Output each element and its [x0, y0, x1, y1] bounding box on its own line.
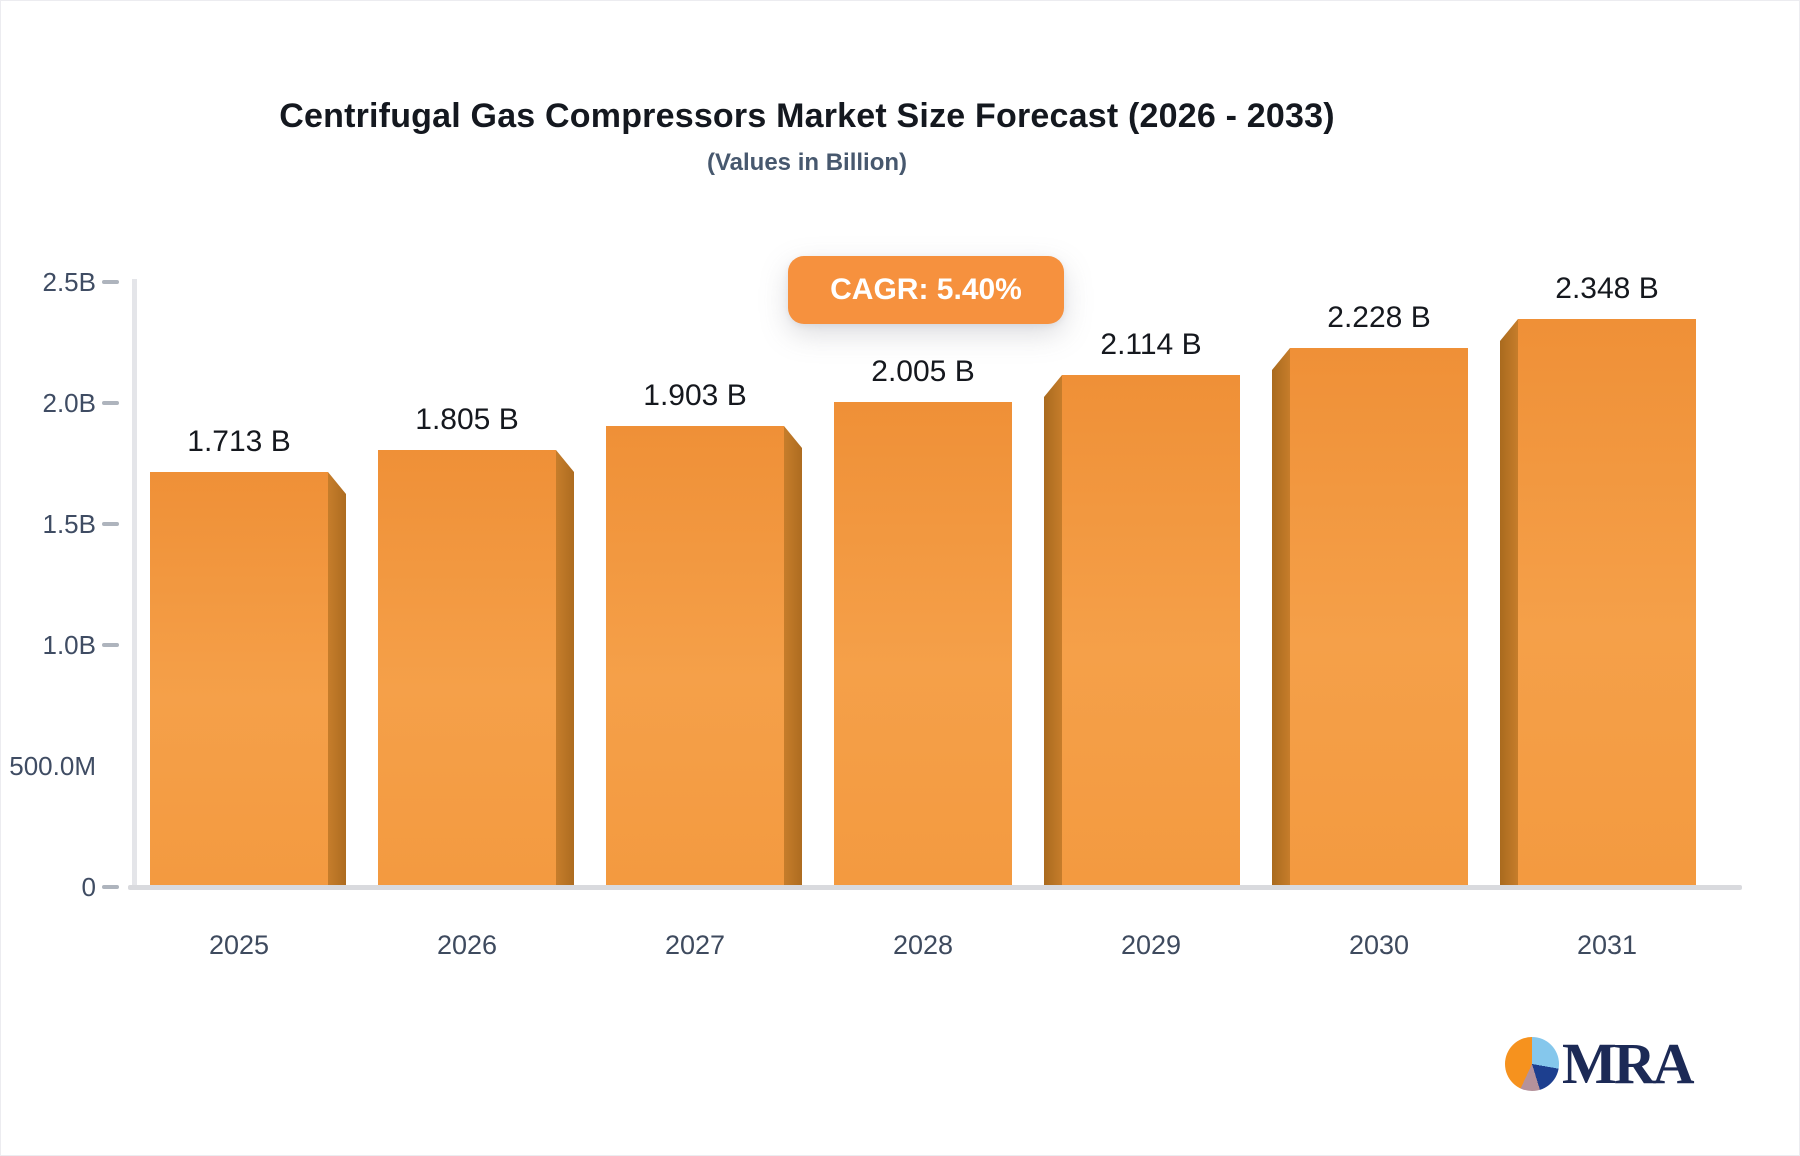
y-tick-label: 1.5B	[42, 509, 97, 539]
mra-logo: MRA	[1505, 1031, 1695, 1096]
cagr-badge: CAGR: 5.40%	[788, 256, 1064, 324]
x-axis-label: 2025	[208, 930, 270, 960]
bar-3d-side	[1272, 348, 1290, 885]
y-tick-mark	[102, 643, 119, 647]
bar	[834, 402, 1012, 885]
y-tick-label: 1.0B	[42, 630, 97, 660]
bar	[150, 472, 328, 885]
bar-value-label: 2.005 B	[871, 355, 975, 388]
bar	[1062, 375, 1240, 885]
y-tick-mark	[102, 522, 119, 526]
bar-value-label: 1.805 B	[415, 403, 519, 436]
x-axis-label: 2029	[1120, 930, 1182, 960]
bar-value-label: 1.903 B	[643, 379, 747, 412]
bar-value-label: 1.713 B	[187, 425, 291, 458]
x-axis-label: 2030	[1348, 930, 1410, 960]
pie-chart-logo-icon	[1505, 1037, 1559, 1091]
bar-value-label: 2.114 B	[1100, 328, 1202, 361]
y-tick-mark	[102, 401, 119, 405]
chart-subtitle: (Values in Billion)	[706, 149, 908, 176]
page-title: Centrifugal Gas Compressors Market Size …	[279, 97, 1335, 135]
x-axis-baseline	[128, 885, 1742, 890]
y-tick-label: 2.0B	[42, 388, 97, 418]
y-tick-label: 500.0M	[9, 751, 96, 781]
x-axis-label: 2027	[664, 930, 726, 960]
x-axis-label: 2028	[892, 930, 954, 960]
y-tick-label: 2.5B	[42, 267, 97, 297]
bar-3d-side	[1500, 319, 1518, 885]
logo-text: MRA	[1562, 1031, 1695, 1096]
y-axis-line	[132, 279, 137, 887]
x-axis-label: 2026	[436, 930, 498, 960]
bar	[378, 450, 556, 885]
y-tick-label: 0	[81, 872, 96, 902]
y-tick-mark	[102, 280, 119, 284]
bar-3d-side	[556, 450, 574, 885]
bar	[606, 426, 784, 885]
bar-value-label: 2.228 B	[1327, 301, 1431, 334]
y-tick-mark	[102, 885, 119, 889]
bar-3d-side	[1044, 375, 1062, 885]
bar-3d-side	[328, 472, 346, 885]
x-axis-label: 2031	[1576, 930, 1638, 960]
bar-value-label: 2.348 B	[1555, 272, 1659, 305]
bar-3d-side	[784, 426, 802, 885]
bar	[1290, 348, 1468, 885]
bar	[1518, 319, 1696, 885]
